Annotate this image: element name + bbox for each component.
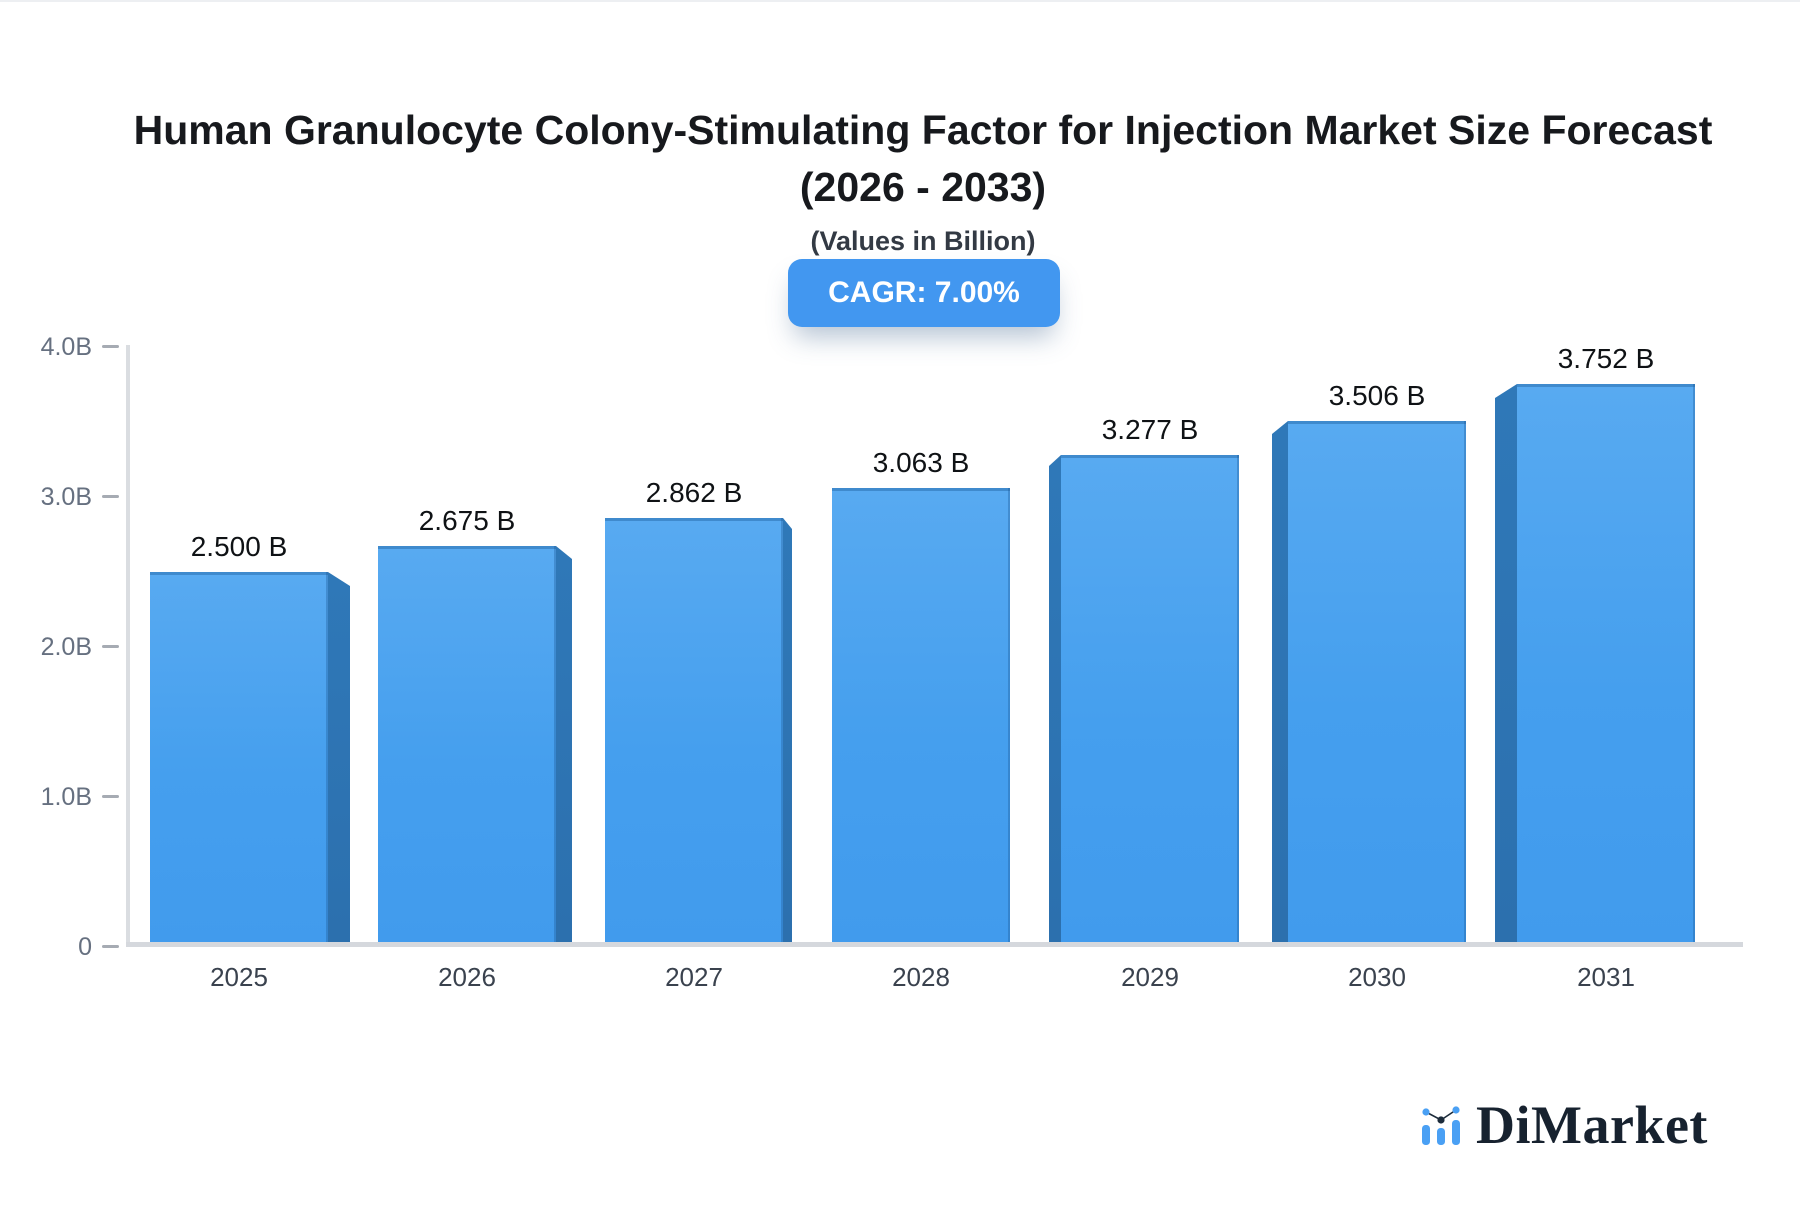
bar-side-2029 <box>1049 455 1061 942</box>
bar-value-label-2029: 3.277 B <box>1101 414 1199 445</box>
dimarket-logo: DiMarket <box>1419 1098 1708 1152</box>
y-tick-label-3.0B: 3.0B <box>40 483 92 511</box>
y-tick-mark <box>102 795 119 798</box>
x-axis-baseline <box>126 942 1743 947</box>
bar-value-label-2030: 3.506 B <box>1328 380 1426 411</box>
bar-2028[interactable] <box>832 488 1010 942</box>
bar-side-2031 <box>1495 384 1517 942</box>
y-tick-label-1.0B: 1.0B <box>40 783 92 811</box>
dimarket-logo-text: DiMarket <box>1476 1095 1708 1155</box>
x-axis-label-2027: 2027 <box>665 962 723 992</box>
y-tick-mark <box>102 945 119 948</box>
bar-side-2030 <box>1272 421 1288 942</box>
y-tick-mark <box>102 645 119 648</box>
x-axis-label-2025: 2025 <box>210 962 268 992</box>
bar-value-label-2027: 2.862 B <box>645 477 743 508</box>
x-axis-label-2029: 2029 <box>1121 962 1179 992</box>
bar-2030[interactable] <box>1288 421 1466 942</box>
bar-value-label-2028: 3.063 B <box>872 447 970 478</box>
bar-2025[interactable] <box>150 572 328 942</box>
x-axis-label-2028: 2028 <box>892 962 950 992</box>
bar-side-2025 <box>328 572 350 942</box>
cagr-badge: CAGR: 7.00% <box>788 259 1060 327</box>
chart-subtitle: (Values in Billion) <box>810 226 1036 256</box>
bar-2031[interactable] <box>1517 384 1695 942</box>
y-tick-mark <box>102 495 119 498</box>
y-tick-mark <box>102 345 119 348</box>
chart-title-line1: Human Granulocyte Colony-Stimulating Fac… <box>133 107 1713 153</box>
bar-side-2027 <box>783 518 792 942</box>
x-axis-label-2026: 2026 <box>438 962 496 992</box>
bar-2026[interactable] <box>378 546 556 942</box>
y-tick-label-2.0B: 2.0B <box>40 633 92 661</box>
chart-title: Human Granulocyte Colony-Stimulating Fac… <box>46 102 1800 215</box>
bar-value-label-2031: 3.752 B <box>1557 343 1655 374</box>
y-tick-label-4.0B: 4.0B <box>40 333 92 361</box>
x-axis-label-2031: 2031 <box>1577 962 1635 992</box>
bar-2029[interactable] <box>1061 455 1239 942</box>
bar-side-2026 <box>556 546 572 942</box>
y-tick-label-0: 0 <box>78 933 92 961</box>
mini-bar-line-chart-icon <box>1422 1106 1460 1145</box>
x-axis-label-2030: 2030 <box>1348 962 1406 992</box>
bar-2027[interactable] <box>605 518 783 942</box>
bar-value-label-2025: 2.500 B <box>190 531 288 562</box>
bar-value-label-2026: 2.675 B <box>418 505 516 536</box>
chart-title-line2: (2026 - 2033) <box>799 163 1047 210</box>
y-axis-line <box>126 345 130 947</box>
